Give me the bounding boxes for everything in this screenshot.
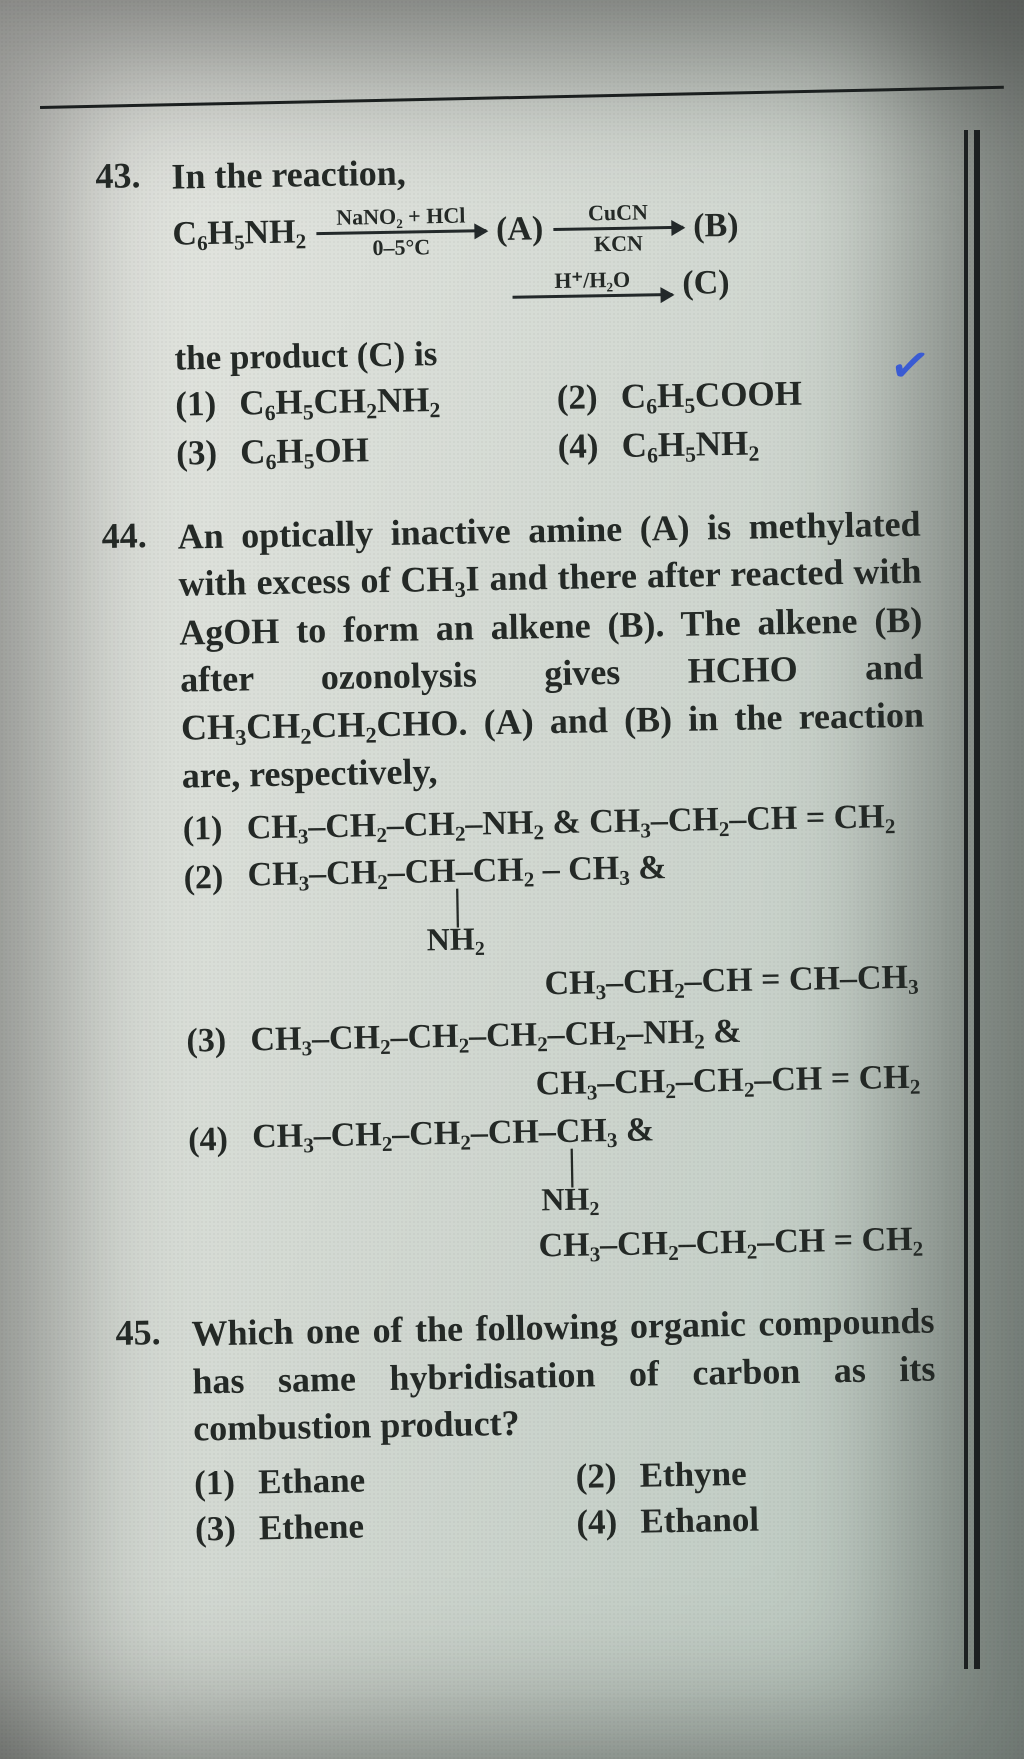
reaction-arrow-2: CuCN KCN (553, 200, 684, 255)
bond-bar: │ (446, 890, 469, 922)
structure-line: CH3–CH2–CH–CH2 – CH3 & (247, 849, 667, 893)
option-3-line-2: CH3–CH2–CH2–CH = CH2 (187, 1058, 931, 1112)
option-1: (1) CH3–CH2–CH2–NH2 & CH3–CH2–CH = CH2 (182, 798, 926, 852)
option-number: (1) (194, 1462, 247, 1503)
top-rule (40, 86, 1004, 109)
option-1: (1) Ethane (194, 1457, 556, 1503)
question-43: 43. In the reaction, C6H5NH2 NaNO₂ + HCl… (95, 141, 920, 479)
arrow-top-label: H⁺/H₂O (554, 269, 630, 292)
option-text: C6H5COOH (620, 374, 802, 420)
option-number: (3) (176, 433, 229, 477)
product-c: (C) (682, 260, 730, 306)
intermediate-a: (A) (496, 207, 544, 253)
question-number: 43. (95, 154, 156, 316)
option-4: (4) C6H5NH2 (557, 421, 919, 470)
right-rule-outer (974, 130, 980, 1669)
question-stem: An optically inactive amine (A) is methy… (177, 500, 925, 800)
reaction-arrow-1: NaNO₂ + HCl 0–5°C (316, 204, 487, 260)
question-stem: In the reaction, (171, 144, 738, 201)
question-44: 44. An optically inactive amine (A) is m… (101, 500, 933, 1276)
option-number: (2) (556, 377, 609, 421)
reactant: C6H5NH2 (172, 210, 306, 258)
option-number: (4) (557, 427, 610, 471)
reaction-arrow-3: H⁺/H₂O (512, 268, 673, 302)
option-number: (2) (183, 858, 236, 897)
option-text: C6H5NH2 (621, 424, 759, 469)
content-column: 43. In the reaction, C6H5NH2 NaNO₂ + HCl… (95, 141, 940, 1679)
branch-group: NH2 (541, 1183, 600, 1221)
option-4-line-2: CH3–CH2–CH2–CH = CH2 (190, 1221, 934, 1275)
option-2: (2) C6H5COOH (556, 372, 918, 421)
handwritten-tick-icon: ✓ (885, 335, 933, 397)
option-text: C6H5OH (240, 431, 369, 476)
option-number: (4) (576, 1502, 629, 1543)
option-2: (2) CH3–CH2–CH–CH2 – CH3 & │ NH2 (183, 846, 927, 897)
option-text: Ethene (259, 1506, 365, 1548)
option-3: (3) C6H5OH (176, 428, 538, 477)
arrow-top-label: NaNO₂ + HCl (336, 204, 466, 228)
option-3: (3) CH3–CH2–CH2–CH2–CH2–NH2 & (186, 1009, 930, 1063)
option-text: Ethanol (640, 1500, 759, 1542)
option-text: CH3–CH2–CH2–CH–CH3 & │ NH2 (252, 1114, 655, 1159)
reaction-line-2: H⁺/H₂O (C) (173, 260, 740, 315)
option-number: (2) (575, 1456, 628, 1497)
branch-group: NH2 (426, 922, 485, 960)
option-number: (1) (175, 384, 228, 428)
arrow-bottom-label: KCN (594, 232, 643, 255)
option-4: (4) CH3–CH2–CH2–CH–CH3 & │ NH2 (188, 1109, 932, 1160)
option-number: (3) (186, 1021, 239, 1063)
option-3: (3) Ethene (195, 1503, 557, 1549)
question-stem: Which one of the following organic compo… (191, 1298, 936, 1453)
option-text: CH3–CH2–CH–CH2 – CH3 & │ NH2 (247, 851, 667, 896)
option-number: (1) (182, 810, 235, 852)
arrow-line (553, 225, 683, 230)
right-rule-inner (964, 130, 968, 1669)
question-45: 45. Which one of the following organic c… (115, 1298, 938, 1551)
option-text: CH3–CH2–CH2–CH2–CH2–NH2 & (250, 1013, 742, 1062)
bond-bar: │ (560, 1151, 583, 1183)
arrow-top-label: CuCN (588, 201, 648, 224)
scanned-page: 43. In the reaction, C6H5NH2 NaNO₂ + HCl… (0, 0, 1024, 1759)
question-number: 45. (115, 1311, 175, 1455)
arrow-bottom-label: 0–5°C (372, 236, 430, 259)
option-2: (2) Ethyne (575, 1450, 937, 1496)
reaction-line-1: C6H5NH2 NaNO₂ + HCl 0–5°C (A) CuCN KCN (172, 199, 739, 262)
structure-line: CH3–CH2–CH2–CH–CH3 & (252, 1112, 655, 1156)
option-text: Ethyne (639, 1454, 747, 1496)
option-number: (3) (195, 1508, 248, 1549)
option-lead: the product (C) is (174, 326, 918, 379)
option-2-line-2: CH3–CH2–CH = CH–CH3 (185, 958, 929, 1012)
question-number: 44. (101, 513, 164, 801)
option-text: C6H5CH2NH2 (239, 380, 441, 427)
option-text: Ethane (258, 1460, 366, 1502)
option-number: (4) (188, 1121, 241, 1160)
option-4: (4) Ethanol (576, 1496, 938, 1542)
option-text: CH3–CH2–CH2–NH2 & CH3–CH2–CH = CH2 (246, 798, 895, 850)
option-1: (1) C6H5CH2NH2 (175, 379, 537, 428)
intermediate-b: (B) (693, 203, 739, 249)
arrow-line (513, 293, 673, 299)
